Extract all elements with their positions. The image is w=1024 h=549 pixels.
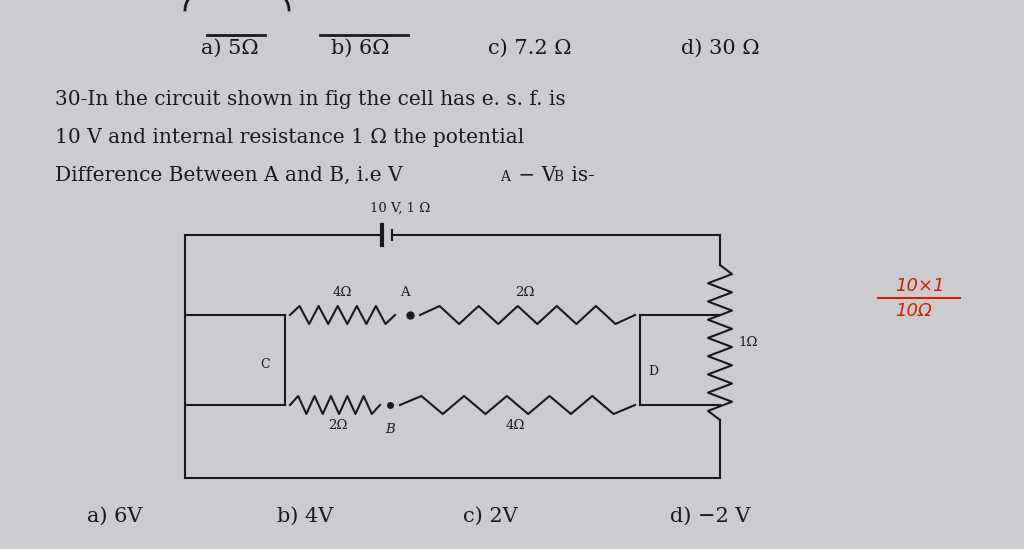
Text: 10 V, 1 Ω: 10 V, 1 Ω <box>370 202 430 215</box>
Text: D: D <box>648 365 658 378</box>
Text: B: B <box>553 170 563 184</box>
Text: d) −2 V: d) −2 V <box>670 507 751 526</box>
Text: 4Ω: 4Ω <box>333 286 352 299</box>
Text: 2Ω: 2Ω <box>328 419 347 432</box>
Text: B: B <box>385 423 395 436</box>
Text: 30-In the circuit shown in fig the cell has e. s. f. is: 30-In the circuit shown in fig the cell … <box>55 90 565 109</box>
Text: A: A <box>500 170 510 184</box>
Text: c) 2V: c) 2V <box>463 507 517 526</box>
Text: C: C <box>260 358 270 372</box>
Text: 2Ω: 2Ω <box>515 286 535 299</box>
Text: 10 V and internal resistance 1 Ω the potential: 10 V and internal resistance 1 Ω the pot… <box>55 128 524 147</box>
Text: b) 4V: b) 4V <box>276 507 333 526</box>
Text: a) 6V: a) 6V <box>87 507 142 526</box>
Text: c) 7.2 Ω: c) 7.2 Ω <box>488 39 571 58</box>
Text: Difference Between A and B, i.e V: Difference Between A and B, i.e V <box>55 166 402 185</box>
Text: 1Ω: 1Ω <box>738 336 758 349</box>
Text: 10×1: 10×1 <box>895 277 944 295</box>
Text: 4Ω: 4Ω <box>505 419 524 432</box>
Text: b) 6Ω: b) 6Ω <box>331 39 389 58</box>
Text: d) 30 Ω: d) 30 Ω <box>681 39 760 58</box>
Text: A: A <box>400 286 410 299</box>
Text: is-: is- <box>565 166 595 185</box>
Text: a) 5Ω: a) 5Ω <box>201 39 259 58</box>
Text: 10Ω: 10Ω <box>895 302 932 320</box>
Text: − V: − V <box>512 166 556 185</box>
